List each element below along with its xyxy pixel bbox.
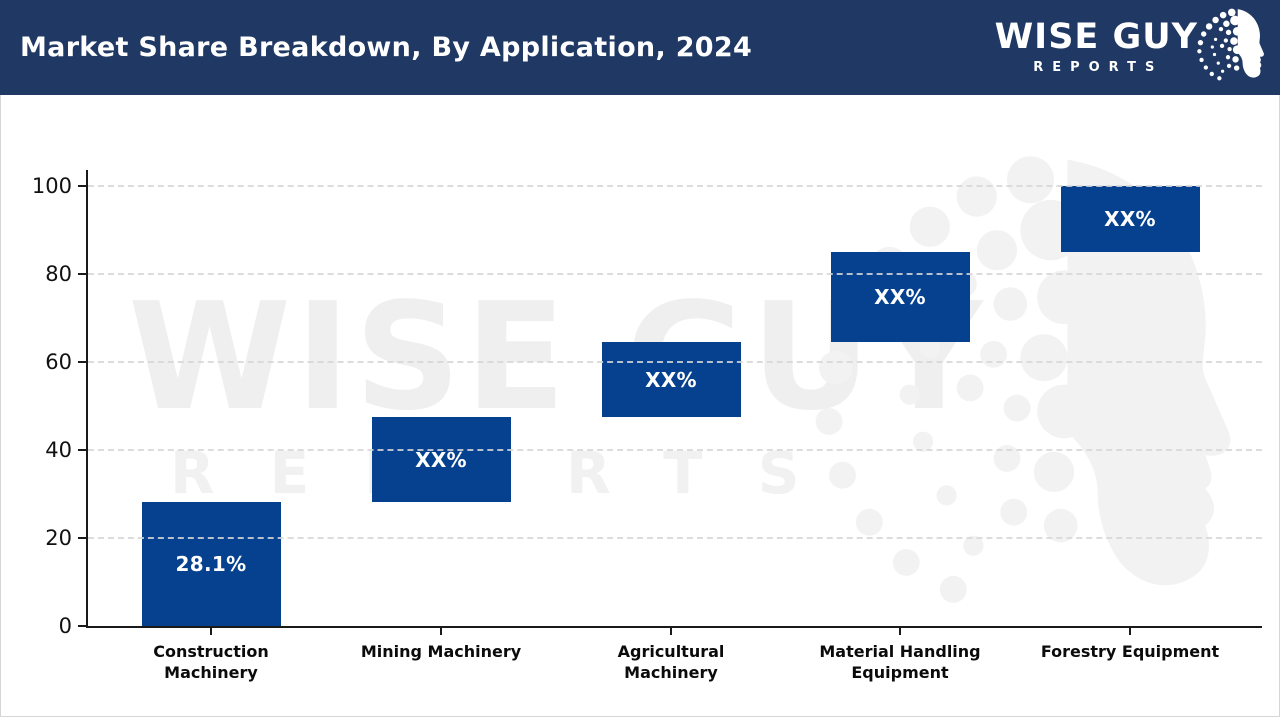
x-category-label-line: Agricultural: [617, 642, 725, 661]
bar-agricultural-machinery: XX%: [601, 342, 741, 417]
y-tick-label-100: 100: [31, 174, 72, 198]
x-category-label-line: Machinery: [164, 663, 258, 682]
y-tick-label-20: 20: [45, 526, 72, 550]
bar-forestry-equipment: XX%: [1060, 186, 1200, 252]
y-tick-80: [78, 273, 86, 275]
x-category-label-line: Forestry Equipment: [1040, 642, 1220, 661]
bar-value-label-agricultural-machinery: XX%: [645, 367, 697, 392]
gridline-y-40: [88, 449, 1262, 451]
gridline-y-80: [88, 273, 1262, 275]
y-tick-label-40: 40: [45, 438, 72, 462]
x-category-label-agricultural-machinery: Agricultural Machinery: [551, 641, 791, 683]
y-tick-label-60: 60: [45, 350, 72, 374]
x-tick-4: [1129, 628, 1131, 635]
x-category-label-construction-machinery: Construction Machinery: [91, 641, 331, 683]
x-category-label-line: Equipment: [851, 663, 949, 682]
y-tick-label-80: 80: [45, 262, 72, 286]
brand-wordmark: WISE GUY REPORTS: [994, 17, 1198, 76]
brand-name: WISE GUY: [994, 17, 1198, 57]
bar-value-label-forestry-equipment: XX%: [1104, 207, 1156, 231]
gridline-y-20: [88, 537, 1262, 539]
bar-construction-machinery: 28.1%: [141, 502, 281, 626]
x-category-label-mining-machinery: Mining Machinery: [321, 641, 561, 662]
x-category-label-line: Construction: [153, 642, 269, 661]
bar-value-label-mining-machinery: XX%: [415, 447, 467, 472]
header-bar: Market Share Breakdown, By Application, …: [0, 0, 1280, 95]
x-axis-line: [86, 626, 1262, 628]
bar-mining-machinery: XX%: [371, 417, 511, 503]
gridline-y-100: [88, 185, 1262, 187]
x-tick-0: [210, 628, 212, 635]
brand-logo: WISE GUY REPORTS: [995, 7, 1266, 88]
x-category-label-forestry-equipment: Forestry Equipment: [1010, 641, 1250, 662]
bar-value-label-construction-machinery: 28.1%: [175, 552, 247, 577]
y-tick-label-0: 0: [58, 614, 72, 638]
brand-subtitle: REPORTS: [1033, 60, 1164, 75]
x-tick-3: [899, 628, 901, 635]
x-category-label-line: Material Handling: [819, 642, 981, 661]
y-tick-100: [78, 185, 86, 187]
bar-material-handling-equipment: XX%: [830, 252, 970, 343]
y-tick-20: [78, 537, 86, 539]
y-tick-0: [78, 625, 86, 627]
bar-value-label-material-handling-equipment: XX%: [874, 285, 926, 310]
y-axis-line: [86, 170, 88, 628]
page-title: Market Share Breakdown, By Application, …: [20, 32, 753, 63]
x-category-label-line: Machinery: [624, 663, 718, 682]
gridline-y-60: [88, 361, 1262, 363]
y-tick-60: [78, 361, 86, 363]
brand-head-icon: [1190, 7, 1266, 88]
x-category-label-material-handling-equipment: Material Handling Equipment: [780, 641, 1020, 683]
y-tick-40: [78, 449, 86, 451]
x-category-label-line: Mining Machinery: [360, 642, 522, 661]
x-tick-2: [670, 628, 672, 635]
x-tick-1: [440, 628, 442, 635]
